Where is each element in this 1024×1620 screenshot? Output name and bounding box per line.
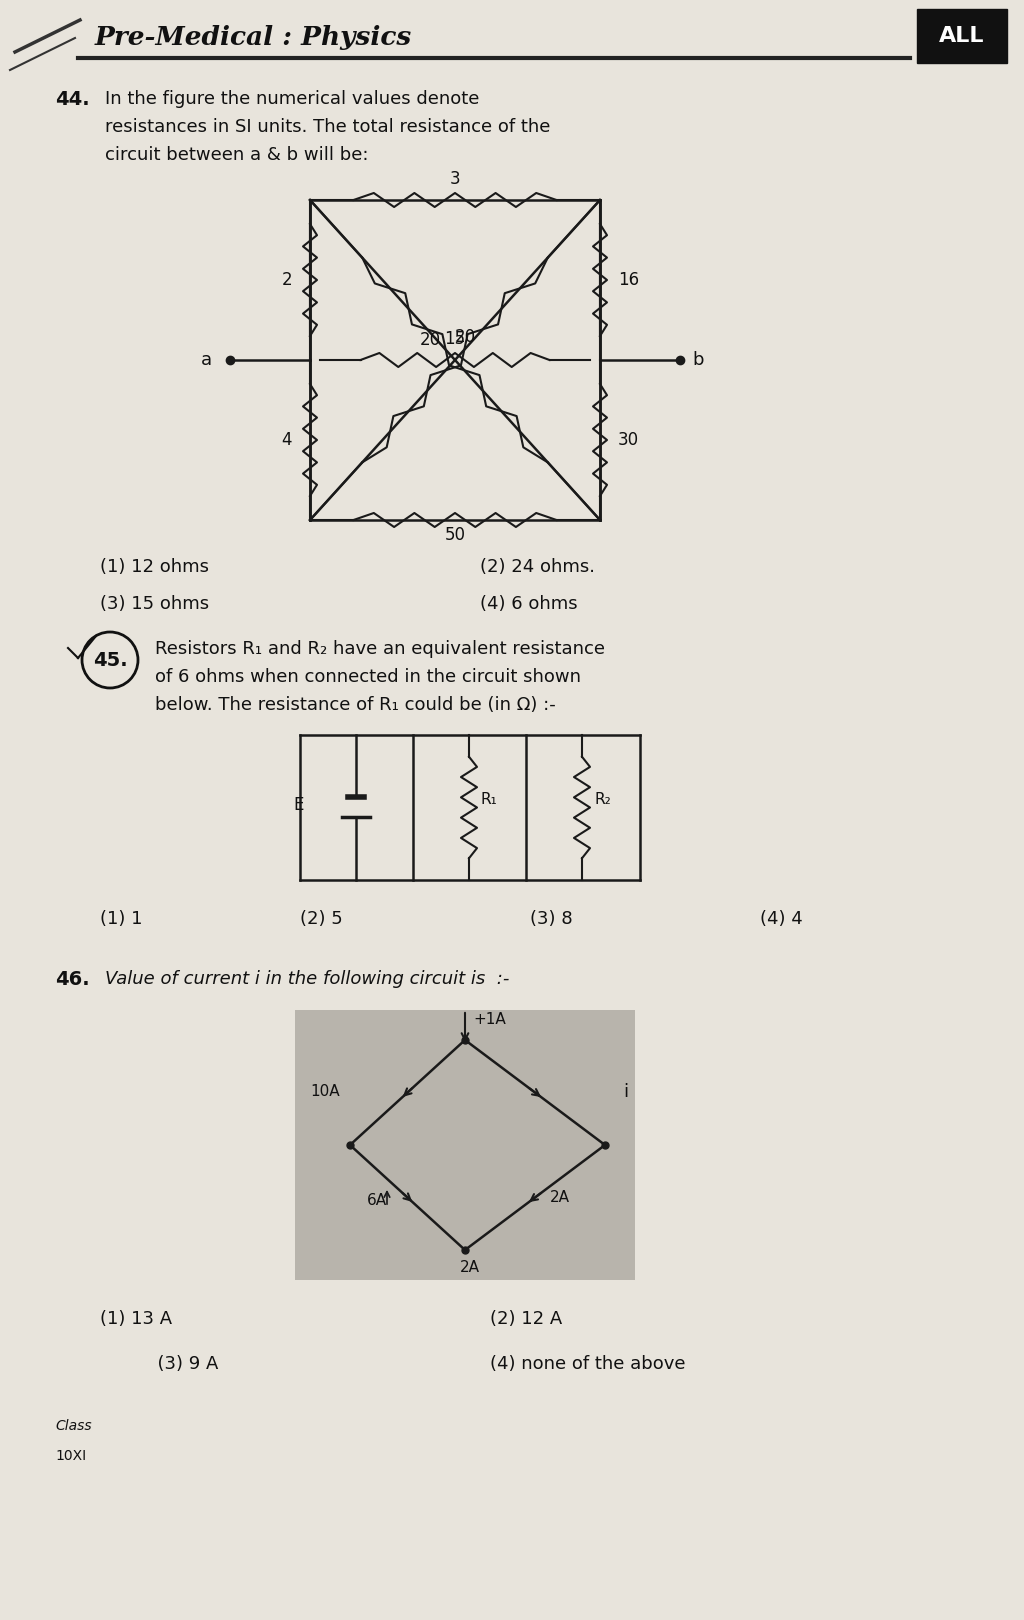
Text: a: a [201, 352, 212, 369]
Text: 10XI: 10XI [55, 1448, 86, 1463]
Text: (1) 12 ohms: (1) 12 ohms [100, 557, 209, 577]
Text: Value of current i in the following circuit is  :-: Value of current i in the following circ… [105, 970, 509, 988]
Text: 44.: 44. [55, 91, 90, 109]
Text: 15: 15 [444, 330, 466, 348]
Text: (3) 15 ohms: (3) 15 ohms [100, 595, 209, 612]
Text: E: E [294, 795, 304, 813]
Text: Pre-Medical : Physics: Pre-Medical : Physics [95, 26, 413, 50]
Text: 20: 20 [420, 330, 440, 348]
Text: of 6 ohms when connected in the circuit shown: of 6 ohms when connected in the circuit … [155, 667, 581, 685]
Text: Resistors R₁ and R₂ have an equivalent resistance: Resistors R₁ and R₂ have an equivalent r… [155, 640, 605, 658]
Text: 6A: 6A [367, 1192, 387, 1209]
Text: (2) 24 ohms.: (2) 24 ohms. [480, 557, 595, 577]
Text: 2A: 2A [550, 1191, 570, 1205]
Text: ALL: ALL [939, 26, 985, 45]
Text: R₁: R₁ [481, 792, 498, 807]
Text: 20: 20 [455, 327, 475, 347]
Text: (1) 13 A: (1) 13 A [100, 1311, 172, 1328]
Text: (3) 8: (3) 8 [530, 910, 572, 928]
Text: 3: 3 [450, 170, 461, 188]
Text: (3) 9 A: (3) 9 A [100, 1354, 218, 1374]
Text: +1A: +1A [473, 1012, 506, 1027]
Text: 10A: 10A [310, 1084, 340, 1100]
Text: b: b [692, 352, 703, 369]
Text: resistances in SI units. The total resistance of the: resistances in SI units. The total resis… [105, 118, 550, 136]
FancyBboxPatch shape [295, 1009, 635, 1280]
Text: circuit between a & b will be:: circuit between a & b will be: [105, 146, 369, 164]
Text: (4) 6 ohms: (4) 6 ohms [480, 595, 578, 612]
Text: 50: 50 [444, 526, 466, 544]
Text: (4) 4: (4) 4 [760, 910, 803, 928]
FancyBboxPatch shape [918, 10, 1007, 63]
Text: 30: 30 [618, 431, 639, 449]
Text: 4: 4 [282, 431, 292, 449]
Text: (4) none of the above: (4) none of the above [490, 1354, 685, 1374]
Text: 46.: 46. [55, 970, 90, 988]
Text: 16: 16 [618, 271, 639, 288]
Text: below. The resistance of R₁ could be (in Ω) :-: below. The resistance of R₁ could be (in… [155, 697, 556, 714]
Text: i: i [623, 1084, 628, 1102]
Text: 45.: 45. [93, 651, 127, 669]
Text: (2) 12 A: (2) 12 A [490, 1311, 562, 1328]
Text: 2: 2 [282, 271, 292, 288]
Text: 2A: 2A [460, 1260, 480, 1275]
Text: Class: Class [55, 1419, 91, 1434]
Text: (1) 1: (1) 1 [100, 910, 142, 928]
Text: R₂: R₂ [594, 792, 610, 807]
Text: (2) 5: (2) 5 [300, 910, 343, 928]
Text: In the figure the numerical values denote: In the figure the numerical values denot… [105, 91, 479, 109]
